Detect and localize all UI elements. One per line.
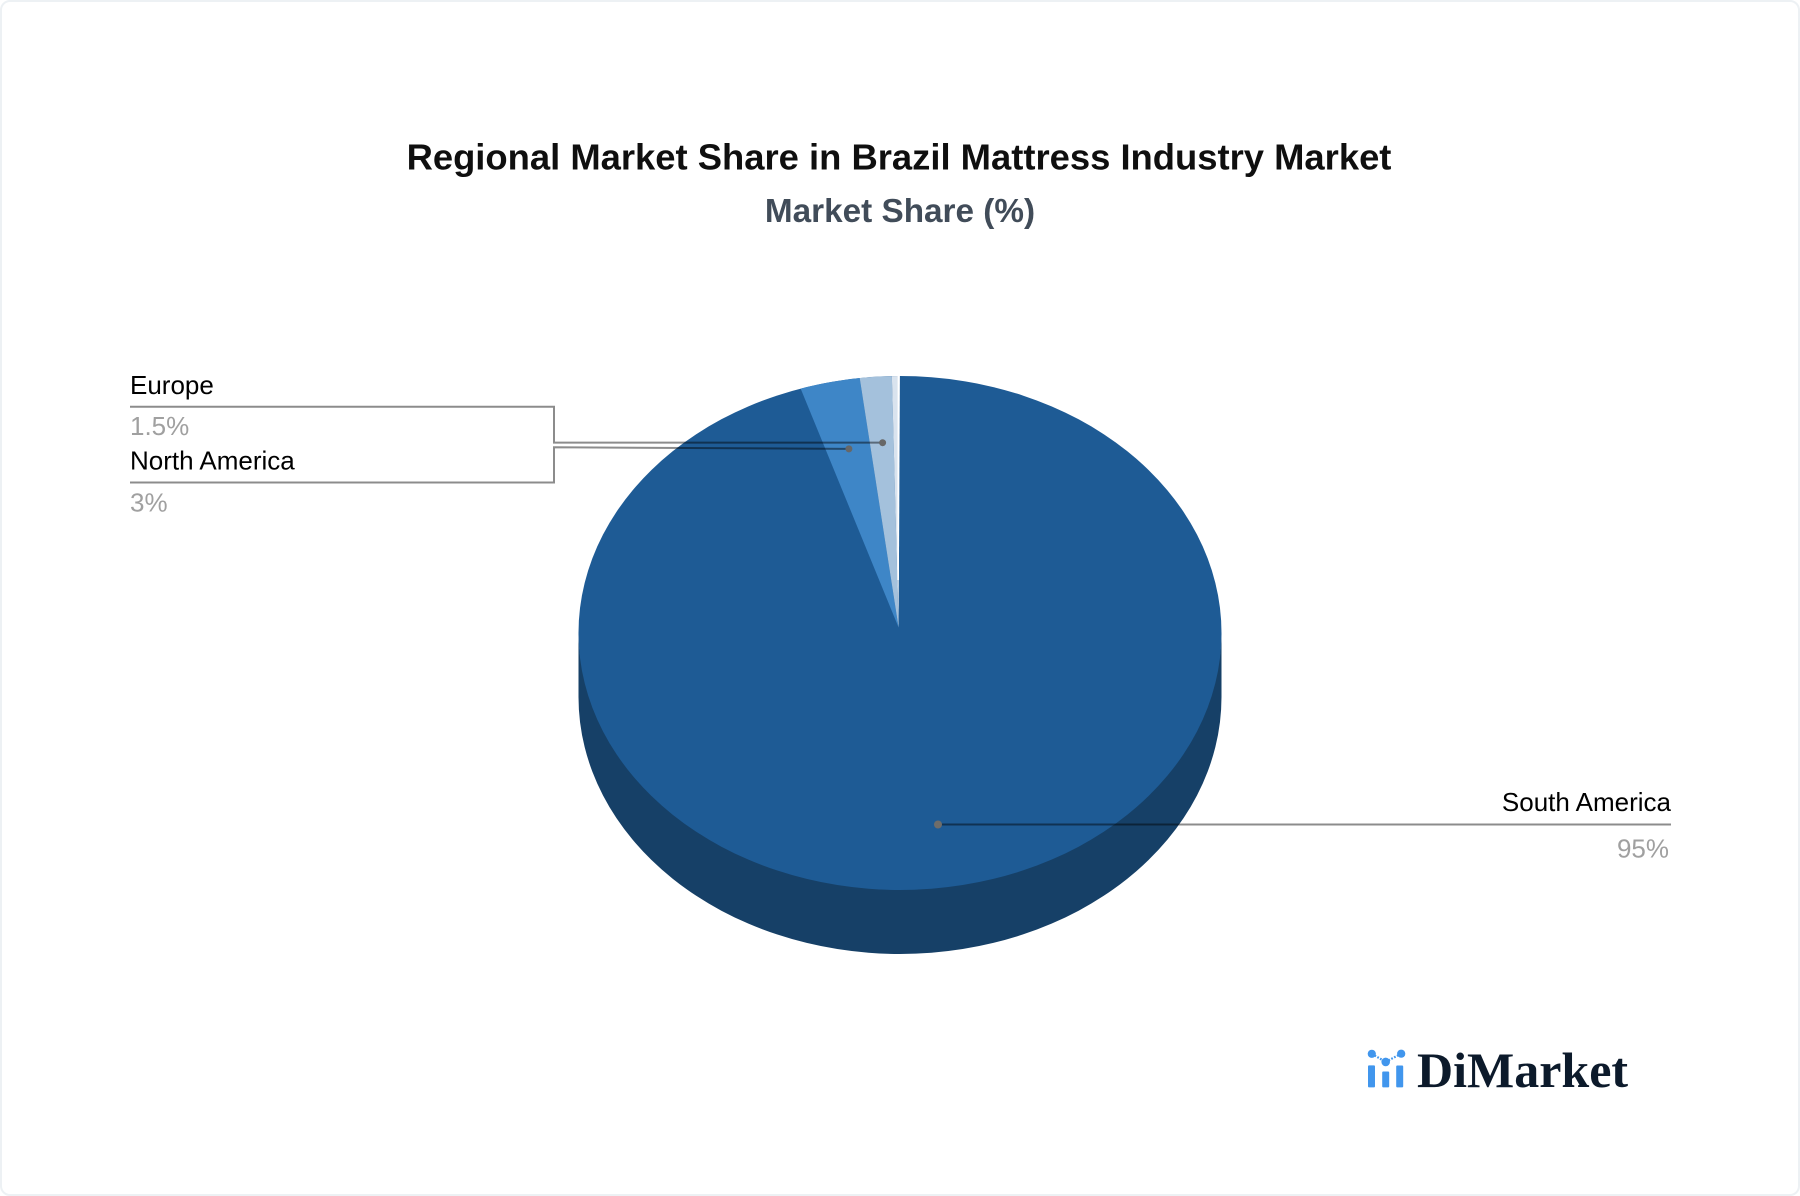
svg-text:Europe: Europe <box>130 370 214 400</box>
svg-text:DiMarket: DiMarket <box>1417 1042 1628 1098</box>
svg-text:95%: 95% <box>1617 834 1669 864</box>
svg-text:Market Share (%): Market Share (%) <box>765 193 1035 230</box>
svg-text:3%: 3% <box>130 488 168 518</box>
svg-text:Regional Market Share in Brazi: Regional Market Share in Brazil Mattress… <box>407 136 1392 177</box>
svg-text:South America: South America <box>1502 787 1672 817</box>
svg-text:1.5%: 1.5% <box>130 411 189 441</box>
svg-text:North America: North America <box>130 446 295 476</box>
